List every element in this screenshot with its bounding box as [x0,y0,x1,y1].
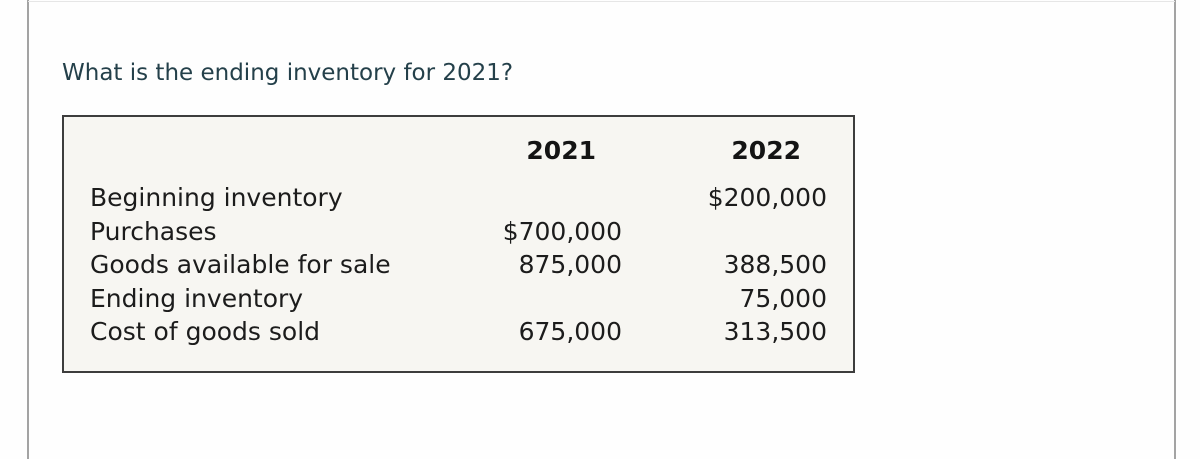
value-2021: 875,000 [518,250,622,279]
page-right-border [1174,0,1176,459]
value-2021: $700,000 [502,216,622,246]
inventory-table-content: 2021 2022 Beginning inventory $200,000 P… [64,117,853,349]
value-2022: 313,500 [723,317,827,346]
row-label: Purchases [90,216,217,246]
row-label: Ending inventory [90,283,304,313]
row-label: Cost of goods sold [90,317,321,346]
inventory-table: 2021 2022 Beginning inventory $200,000 P… [62,115,855,373]
question-text: What is the ending inventory for 2021? [62,60,514,86]
table-header-row: 2021 2022 [90,137,827,165]
value-2021 [430,282,622,316]
header-spacer [90,137,430,165]
page-top-border [28,1,1175,2]
table-row: Goods available for sale 875,000 388,500 [90,248,827,282]
page-left-border [27,0,29,459]
column-header-2022: 2022 [731,136,801,165]
column-header-2021: 2021 [526,136,596,165]
value-2022: 75,000 [739,283,827,313]
row-label: Goods available for sale [90,250,391,279]
table-row: Ending inventory 75,000 [90,282,827,316]
table-row: Beginning inventory $200,000 [90,181,827,215]
value-2021: 675,000 [518,317,622,346]
value-2022: 388,500 [723,250,827,279]
table-row: Purchases $700,000 [90,215,827,249]
row-label: Beginning inventory [90,183,343,212]
value-2021 [430,181,622,215]
value-2022: $200,000 [707,183,827,212]
value-2022 [622,215,827,249]
table-row: Cost of goods sold 675,000 313,500 [90,315,827,349]
